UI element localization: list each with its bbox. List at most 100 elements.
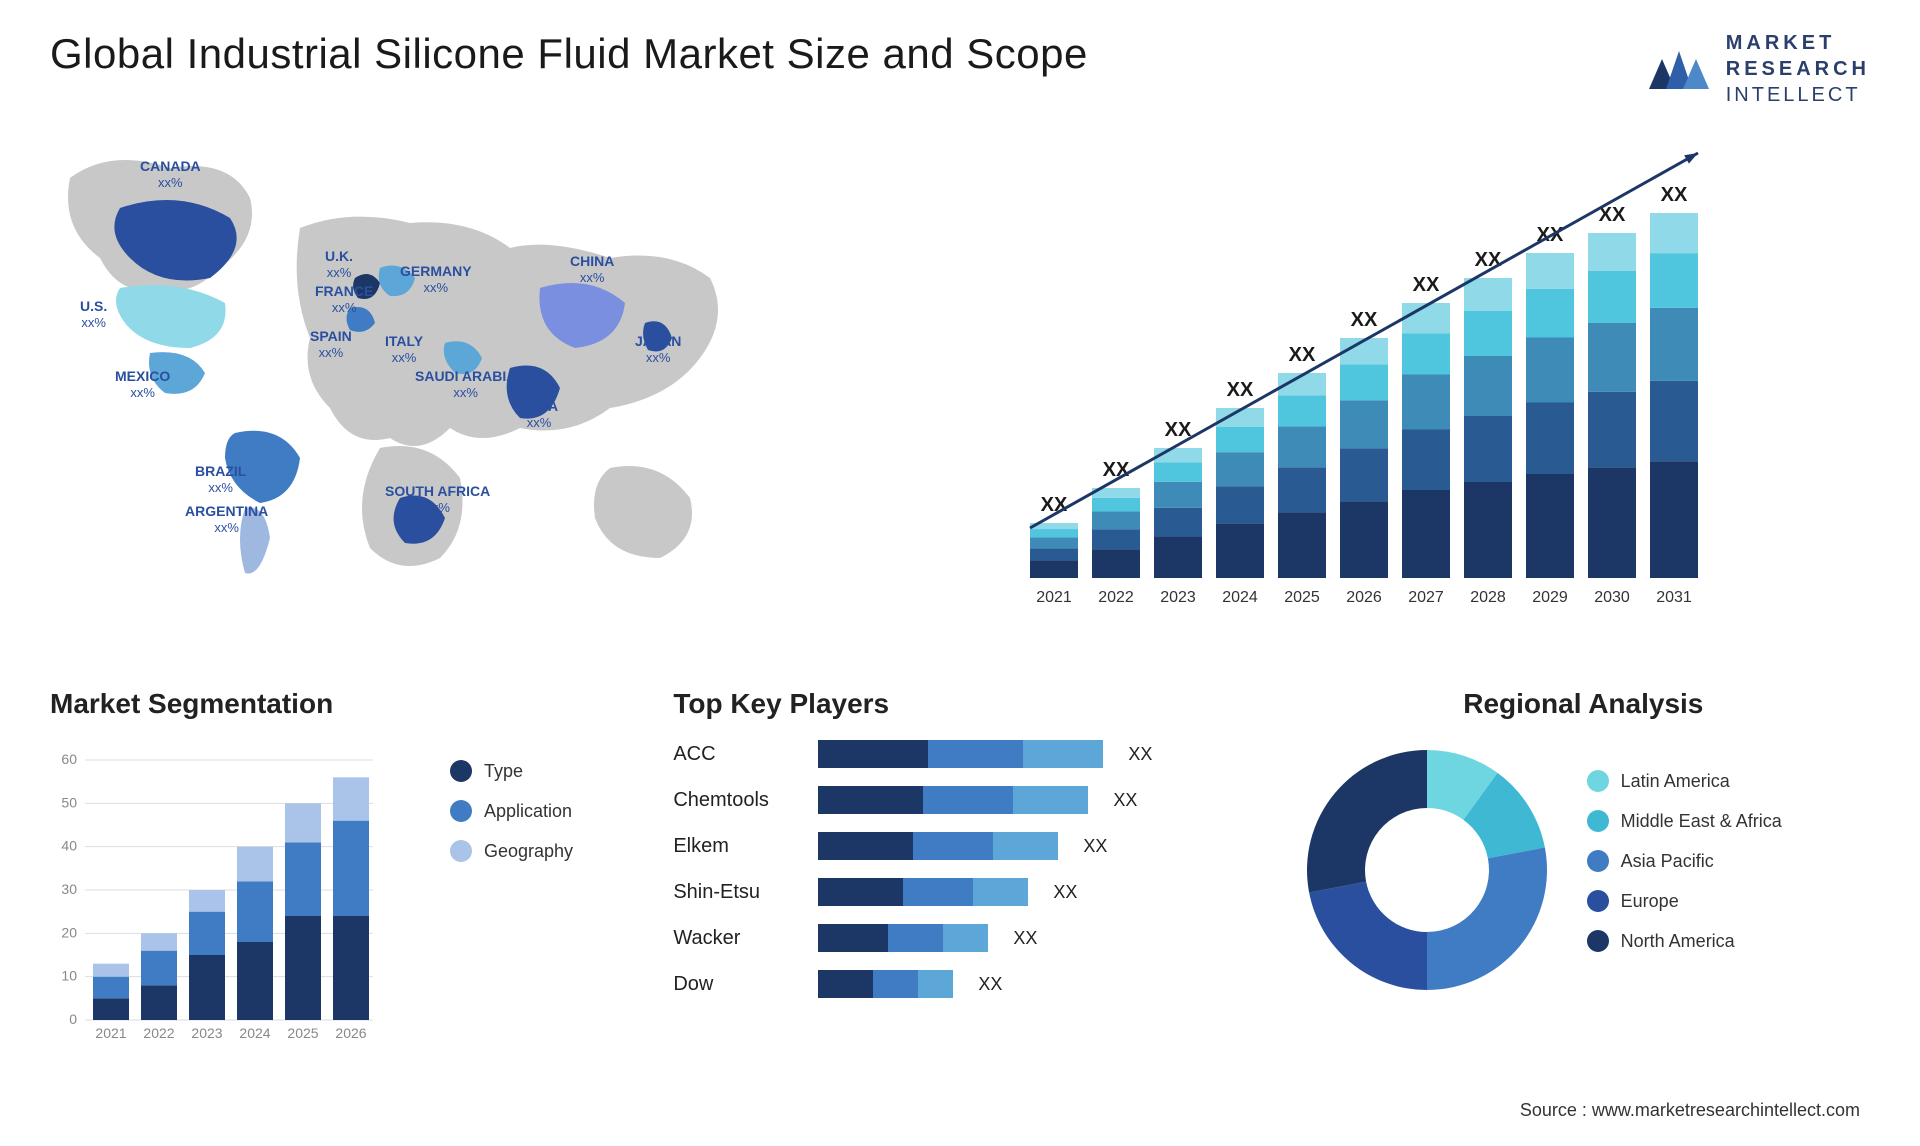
svg-text:2022: 2022 [143, 1025, 174, 1041]
growth-year-label: 2028 [1470, 589, 1506, 606]
key-player-bar [818, 878, 1028, 906]
growth-year-label: 2025 [1284, 589, 1320, 606]
growth-year-label: 2030 [1594, 589, 1630, 606]
svg-text:0: 0 [69, 1011, 77, 1027]
logo-text: MARKET RESEARCH INTELLECT [1726, 30, 1870, 108]
legend-swatch [450, 760, 472, 782]
legend-label: Application [484, 801, 572, 822]
growth-value-label: XX [1103, 459, 1130, 481]
legend-label: Type [484, 761, 523, 782]
key-player-name: Chemtools [673, 789, 803, 812]
key-players-panel: Top Key Players ACC XX Chemtools XX ElkemXX S… [673, 688, 1246, 1050]
key-player-value: XX [1128, 744, 1152, 765]
legend-swatch [1587, 930, 1609, 952]
world-map-panel: CANADAxx%U.S.xx%MEXICOxx%BRAZILxx%ARGENT… [50, 138, 930, 638]
legend-label: Europe [1621, 891, 1679, 912]
growth-year-label: 2029 [1532, 589, 1568, 606]
regional-legend-item: Europe [1587, 890, 1782, 912]
map-label-france: FRANCExx% [315, 283, 373, 315]
segmentation-legend-item: Type [450, 760, 573, 782]
growth-year-label: 2031 [1656, 589, 1692, 606]
svg-text:20: 20 [61, 924, 77, 940]
growth-value-label: XX [1351, 309, 1378, 331]
svg-text:50: 50 [61, 794, 77, 810]
map-label-brazil: BRAZILxx% [195, 463, 246, 495]
map-label-mexico: MEXICOxx% [115, 368, 170, 400]
key-player-bar [818, 740, 1103, 768]
logo-line-2: RESEARCH [1726, 56, 1870, 82]
key-player-value: XX [1053, 882, 1077, 903]
header: Global Industrial Silicone Fluid Market … [50, 30, 1870, 108]
key-player-row: Shin-Etsu XX [673, 878, 1246, 906]
regional-donut [1297, 740, 1557, 1000]
logo-line-1: MARKET [1726, 30, 1870, 56]
map-label-argentina: ARGENTINAxx% [185, 503, 268, 535]
growth-year-label: 2021 [1036, 589, 1072, 606]
growth-value-label: XX [1289, 344, 1316, 366]
legend-swatch [450, 840, 472, 862]
map-label-spain: SPAINxx% [310, 328, 352, 360]
key-player-bar [818, 832, 1058, 860]
logo: MARKET RESEARCH INTELLECT [1644, 30, 1870, 108]
legend-label: Asia Pacific [1621, 851, 1714, 872]
map-label-saudi-arabia: SAUDI ARABIAxx% [415, 368, 516, 400]
legend-swatch [1587, 770, 1609, 792]
legend-label: Latin America [1621, 771, 1730, 792]
legend-label: Middle East & Africa [1621, 811, 1782, 832]
map-label-u-s-: U.S.xx% [80, 298, 107, 330]
segmentation-title: Market Segmentation [50, 688, 623, 720]
key-players-list: ACC XX Chemtools XX ElkemXX Shin-Etsu XX Wacker… [673, 740, 1246, 998]
growth-value-label: XX [1227, 379, 1254, 401]
key-player-row: DowXX [673, 970, 1246, 998]
key-player-name: Shin-Etsu [673, 881, 803, 904]
top-row: CANADAxx%U.S.xx%MEXICOxx%BRAZILxx%ARGENT… [50, 138, 1870, 638]
map-label-japan: JAPANxx% [635, 333, 681, 365]
growth-year-label: 2023 [1160, 589, 1196, 606]
regional-title: Regional Analysis [1297, 688, 1870, 720]
regional-panel: Regional Analysis Latin America Middle Ea… [1297, 688, 1870, 1050]
legend-label: North America [1621, 931, 1735, 952]
map-label-italy: ITALYxx% [385, 333, 423, 365]
map-label-u-k-: U.K.xx% [325, 248, 353, 280]
key-player-bar [818, 924, 988, 952]
key-player-bar [818, 970, 953, 998]
growth-value-label: XX [1413, 274, 1440, 296]
key-player-bar [818, 786, 1088, 814]
svg-text:60: 60 [61, 751, 77, 767]
legend-label: Geography [484, 841, 573, 862]
growth-value-label: XX [1475, 249, 1502, 271]
map-label-china: CHINAxx% [570, 253, 614, 285]
logo-line-3: INTELLECT [1726, 82, 1870, 108]
key-player-value: XX [978, 974, 1002, 995]
growth-value-label: XX [1661, 184, 1688, 206]
svg-text:30: 30 [61, 881, 77, 897]
regional-legend: Latin America Middle East & Africa Asia Pa… [1587, 770, 1782, 970]
map-label-south-africa: SOUTH AFRICAxx% [385, 483, 490, 515]
key-player-value: XX [1113, 790, 1137, 811]
growth-year-label: 2026 [1346, 589, 1382, 606]
svg-text:10: 10 [61, 968, 77, 984]
key-player-row: ElkemXX [673, 832, 1246, 860]
growth-chart-panel: XX2021XX2022XX2023XX2024XX2025XX2026XX20… [990, 138, 1870, 618]
svg-text:40: 40 [61, 838, 77, 854]
legend-swatch [450, 800, 472, 822]
svg-text:2025: 2025 [287, 1025, 318, 1041]
regional-legend-item: Asia Pacific [1587, 850, 1782, 872]
legend-swatch [1587, 850, 1609, 872]
key-player-name: ACC [673, 743, 803, 766]
segmentation-legend-item: Geography [450, 840, 573, 862]
regional-legend-item: North America [1587, 930, 1782, 952]
logo-icon [1644, 39, 1714, 99]
key-player-name: Wacker [673, 927, 803, 950]
regional-legend-item: Middle East & Africa [1587, 810, 1782, 832]
key-player-row: ACC XX [673, 740, 1246, 768]
svg-text:2024: 2024 [239, 1025, 270, 1041]
svg-text:2021: 2021 [95, 1025, 126, 1041]
growth-year-label: 2022 [1098, 589, 1134, 606]
growth-year-label: 2027 [1408, 589, 1444, 606]
source-attribution: Source : www.marketresearchintellect.com [1520, 1100, 1860, 1121]
key-players-title: Top Key Players [673, 688, 1246, 720]
key-player-row: Chemtools XX [673, 786, 1246, 814]
map-label-india: INDIAxx% [520, 398, 558, 430]
key-player-value: XX [1013, 928, 1037, 949]
